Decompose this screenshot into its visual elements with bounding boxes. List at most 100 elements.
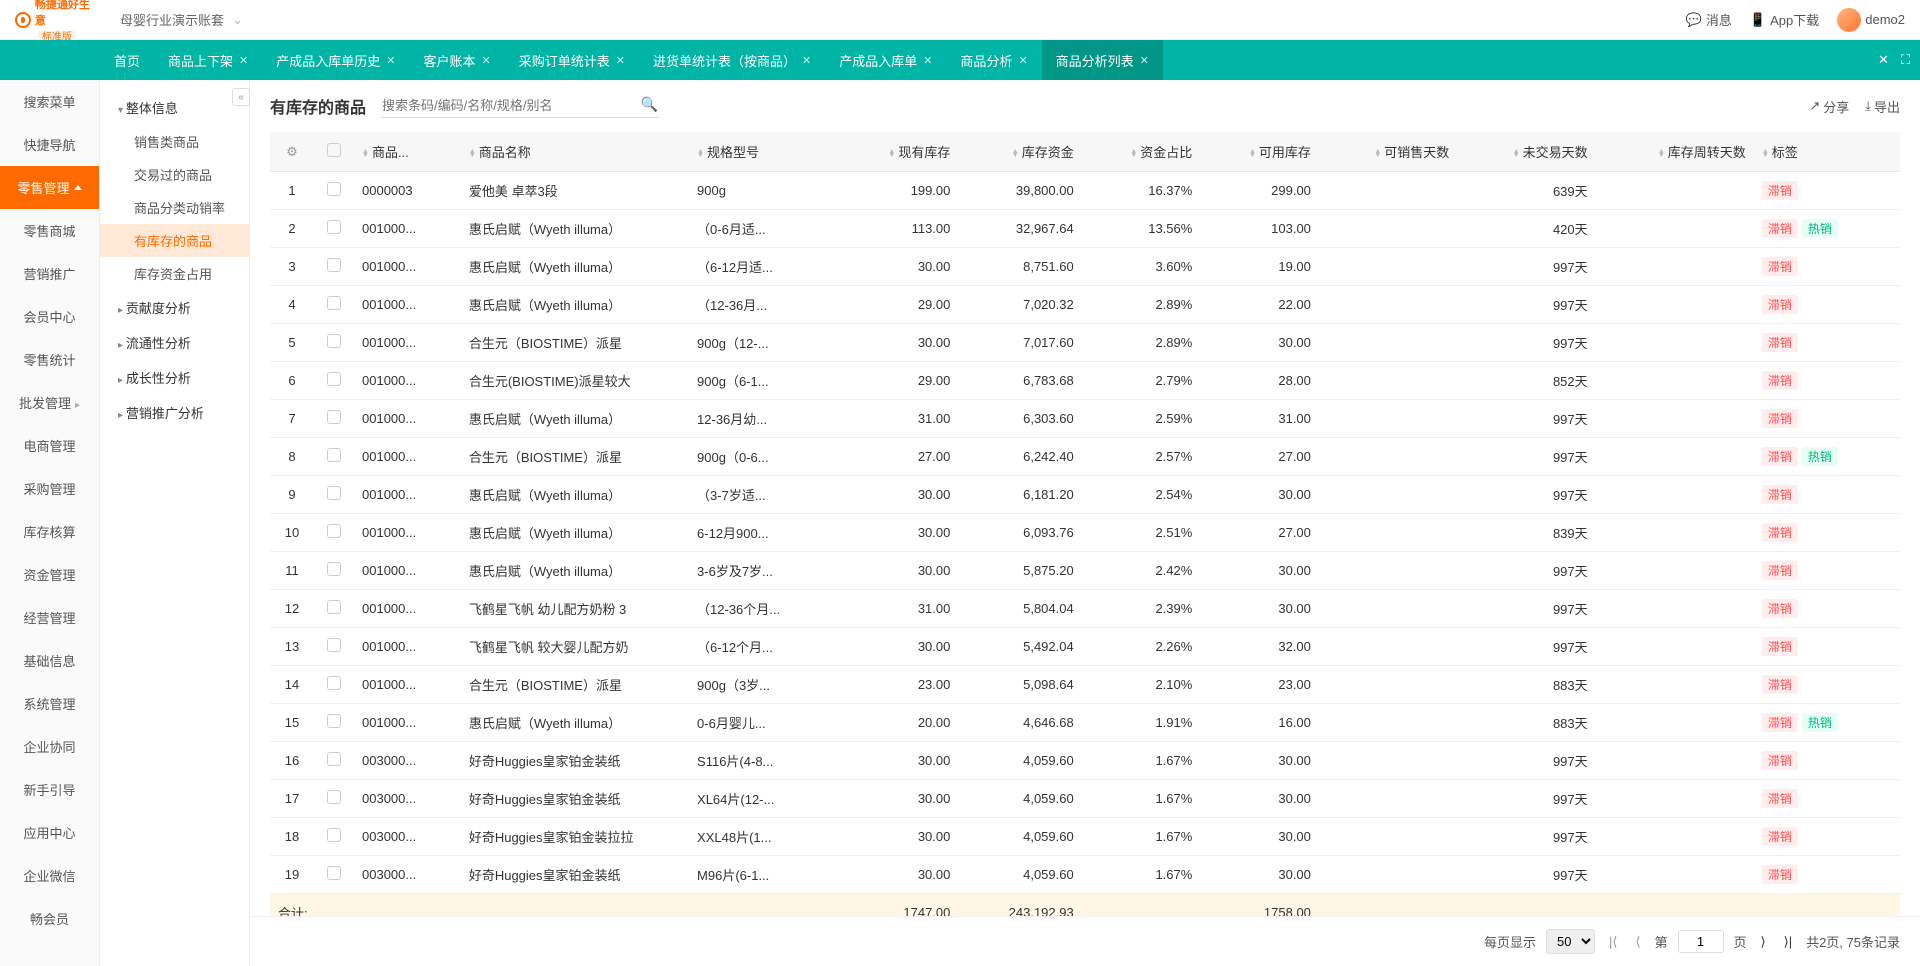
checkbox[interactable] bbox=[327, 524, 341, 538]
col-10[interactable]: ▲▼未交易天数 bbox=[1457, 132, 1595, 172]
close-all-icon[interactable]: ✕ bbox=[1878, 52, 1889, 68]
subnav-item-交易过的商品[interactable]: 交易过的商品 bbox=[100, 158, 249, 191]
col-6[interactable]: ▲▼库存资金 bbox=[958, 132, 1081, 172]
subnav-item-有库存的商品[interactable]: 有库存的商品 bbox=[100, 224, 249, 257]
prev-page-button[interactable]: ⟨ bbox=[1631, 934, 1644, 950]
share-button[interactable]: ↗ 分享 bbox=[1809, 97, 1849, 116]
page-input[interactable] bbox=[1678, 930, 1724, 953]
checkbox[interactable] bbox=[327, 676, 341, 690]
checkbox[interactable] bbox=[327, 258, 341, 272]
tab-商品分析[interactable]: 商品分析✕ bbox=[946, 40, 1041, 80]
sort-icon[interactable]: ▲▼ bbox=[1658, 150, 1665, 158]
nav-批发管理[interactable]: 批发管理 bbox=[0, 381, 99, 424]
table-row[interactable]: 6001000...合生元(BIOSTIME)派星较大900g（6-1...29… bbox=[270, 362, 1900, 400]
nav-新手引导[interactable]: 新手引导 bbox=[0, 768, 99, 811]
checkbox[interactable] bbox=[327, 638, 341, 652]
subnav-group-流通性分析[interactable]: 流通性分析 bbox=[100, 325, 249, 360]
table-row[interactable]: 2001000...惠氏启赋（Wyeth illuma）（0-6月适...113… bbox=[270, 210, 1900, 248]
fullscreen-icon[interactable]: ⛶ bbox=[1901, 52, 1910, 68]
table-row[interactable]: 9001000...惠氏启赋（Wyeth illuma）（3-7岁适...30.… bbox=[270, 476, 1900, 514]
col-2[interactable]: ▲▼商品... bbox=[354, 132, 461, 172]
nav-零售统计[interactable]: 零售统计 bbox=[0, 338, 99, 381]
subnav-group-成长性分析[interactable]: 成长性分析 bbox=[100, 360, 249, 395]
sort-icon[interactable]: ▲▼ bbox=[1374, 150, 1381, 158]
checkbox[interactable] bbox=[327, 486, 341, 500]
nav-零售商城[interactable]: 零售商城 bbox=[0, 209, 99, 252]
last-page-button[interactable]: ⟩| bbox=[1780, 934, 1796, 950]
tab-商品上下架[interactable]: 商品上下架✕ bbox=[154, 40, 262, 80]
col-7[interactable]: ▲▼资金占比 bbox=[1082, 132, 1201, 172]
nav-搜索菜单[interactable]: 搜索菜单 bbox=[0, 80, 99, 123]
tab-产成品入库单历史[interactable]: 产成品入库单历史✕ bbox=[262, 40, 409, 80]
table-row[interactable]: 18003000...好奇Huggies皇家铂金装拉拉XXL48片(1...30… bbox=[270, 818, 1900, 856]
col-1[interactable] bbox=[314, 132, 354, 172]
table-row[interactable]: 13001000...飞鹤星飞帆 较大婴儿配方奶（6-12个月...30.005… bbox=[270, 628, 1900, 666]
close-icon[interactable]: ✕ bbox=[1018, 54, 1027, 67]
search-icon[interactable]: 🔍 bbox=[641, 96, 658, 113]
sort-icon[interactable]: ▲▼ bbox=[697, 150, 704, 158]
close-icon[interactable]: ✕ bbox=[482, 54, 491, 67]
nav-经营管理[interactable]: 经营管理 bbox=[0, 596, 99, 639]
checkbox[interactable] bbox=[327, 448, 341, 462]
table-row[interactable]: 12001000...飞鹤星飞帆 幼儿配方奶粉 3（12-36个月...31.0… bbox=[270, 590, 1900, 628]
subnav-item-商品分类动销率[interactable]: 商品分类动销率 bbox=[100, 191, 249, 224]
subnav-item-销售类商品[interactable]: 销售类商品 bbox=[100, 125, 249, 158]
sort-icon[interactable]: ▲▼ bbox=[1762, 150, 1769, 158]
checkbox[interactable] bbox=[327, 334, 341, 348]
nav-应用中心[interactable]: 应用中心 bbox=[0, 811, 99, 854]
sort-icon[interactable]: ▲▼ bbox=[1249, 150, 1256, 158]
checkbox[interactable] bbox=[327, 866, 341, 880]
nav-电商管理[interactable]: 电商管理 bbox=[0, 424, 99, 467]
col-8[interactable]: ▲▼可用库存 bbox=[1200, 132, 1319, 172]
close-icon[interactable]: ✕ bbox=[1140, 54, 1149, 67]
tab-商品分析列表[interactable]: 商品分析列表✕ bbox=[1042, 40, 1163, 80]
sort-icon[interactable]: ▲▼ bbox=[469, 150, 476, 158]
close-icon[interactable]: ✕ bbox=[616, 54, 625, 67]
collapse-subnav-button[interactable]: « bbox=[232, 88, 250, 106]
app-download-button[interactable]: 📱 App下载 bbox=[1750, 10, 1819, 29]
user-menu[interactable]: demo2 bbox=[1837, 8, 1905, 32]
close-icon[interactable]: ✕ bbox=[802, 54, 811, 67]
tab-产成品入库单[interactable]: 产成品入库单✕ bbox=[825, 40, 946, 80]
table-row[interactable]: 3001000...惠氏启赋（Wyeth illuma）（6-12月适...30… bbox=[270, 248, 1900, 286]
close-icon[interactable]: ✕ bbox=[239, 54, 248, 67]
subnav-group-贡献度分析[interactable]: 贡献度分析 bbox=[100, 290, 249, 325]
next-page-button[interactable]: ⟩ bbox=[1757, 934, 1770, 950]
sort-icon[interactable]: ▲▼ bbox=[362, 150, 369, 158]
sort-icon[interactable]: ▲▼ bbox=[1012, 150, 1019, 158]
nav-系统管理[interactable]: 系统管理 bbox=[0, 682, 99, 725]
table-row[interactable]: 17003000...好奇Huggies皇家铂金装纸XL64片(12-...30… bbox=[270, 780, 1900, 818]
table-row[interactable]: 7001000...惠氏启赋（Wyeth illuma）12-36月幼...31… bbox=[270, 400, 1900, 438]
sort-icon[interactable]: ▲▼ bbox=[1130, 150, 1137, 158]
messages-button[interactable]: 💬 消息 bbox=[1686, 10, 1732, 29]
checkbox[interactable] bbox=[327, 410, 341, 424]
sort-icon[interactable]: ▲▼ bbox=[1513, 150, 1520, 158]
table-row[interactable]: 16003000...好奇Huggies皇家铂金装纸S116片(4-8...30… bbox=[270, 742, 1900, 780]
col-5[interactable]: ▲▼现有库存 bbox=[840, 132, 959, 172]
table-row[interactable]: 19003000...好奇Huggies皇家铂金装纸M96片(6-1...30.… bbox=[270, 856, 1900, 894]
nav-采购管理[interactable]: 采购管理 bbox=[0, 467, 99, 510]
checkbox[interactable] bbox=[327, 790, 341, 804]
col-12[interactable]: ▲▼标签 bbox=[1754, 132, 1900, 172]
first-page-button[interactable]: |⟨ bbox=[1605, 934, 1621, 950]
nav-库存核算[interactable]: 库存核算 bbox=[0, 510, 99, 553]
close-icon[interactable]: ✕ bbox=[386, 54, 395, 67]
checkbox[interactable] bbox=[327, 182, 341, 196]
checkbox[interactable] bbox=[327, 372, 341, 386]
table-wrap[interactable]: ⚙▲▼商品...▲▼商品名称▲▼规格型号▲▼现有库存▲▼库存资金▲▼资金占比▲▼… bbox=[250, 132, 1920, 916]
checkbox[interactable] bbox=[327, 296, 341, 310]
nav-基础信息[interactable]: 基础信息 bbox=[0, 639, 99, 682]
table-row[interactable]: 14001000...合生元（BIOSTIME）派星900g（3岁...23.0… bbox=[270, 666, 1900, 704]
checkbox[interactable] bbox=[327, 828, 341, 842]
col-4[interactable]: ▲▼规格型号 bbox=[689, 132, 840, 172]
nav-会员中心[interactable]: 会员中心 bbox=[0, 295, 99, 338]
table-row[interactable]: 5001000...合生元（BIOSTIME）派星900g（12-...30.0… bbox=[270, 324, 1900, 362]
checkbox[interactable] bbox=[327, 752, 341, 766]
table-row[interactable]: 4001000...惠氏启赋（Wyeth illuma）（12-36月...29… bbox=[270, 286, 1900, 324]
checkbox-all[interactable] bbox=[327, 143, 341, 157]
nav-企业协同[interactable]: 企业协同 bbox=[0, 725, 99, 768]
subnav-item-库存资金占用[interactable]: 库存资金占用 bbox=[100, 257, 249, 290]
checkbox[interactable] bbox=[327, 714, 341, 728]
col-9[interactable]: ▲▼可销售天数 bbox=[1319, 132, 1457, 172]
nav-零售管理[interactable]: 零售管理 bbox=[0, 166, 99, 209]
